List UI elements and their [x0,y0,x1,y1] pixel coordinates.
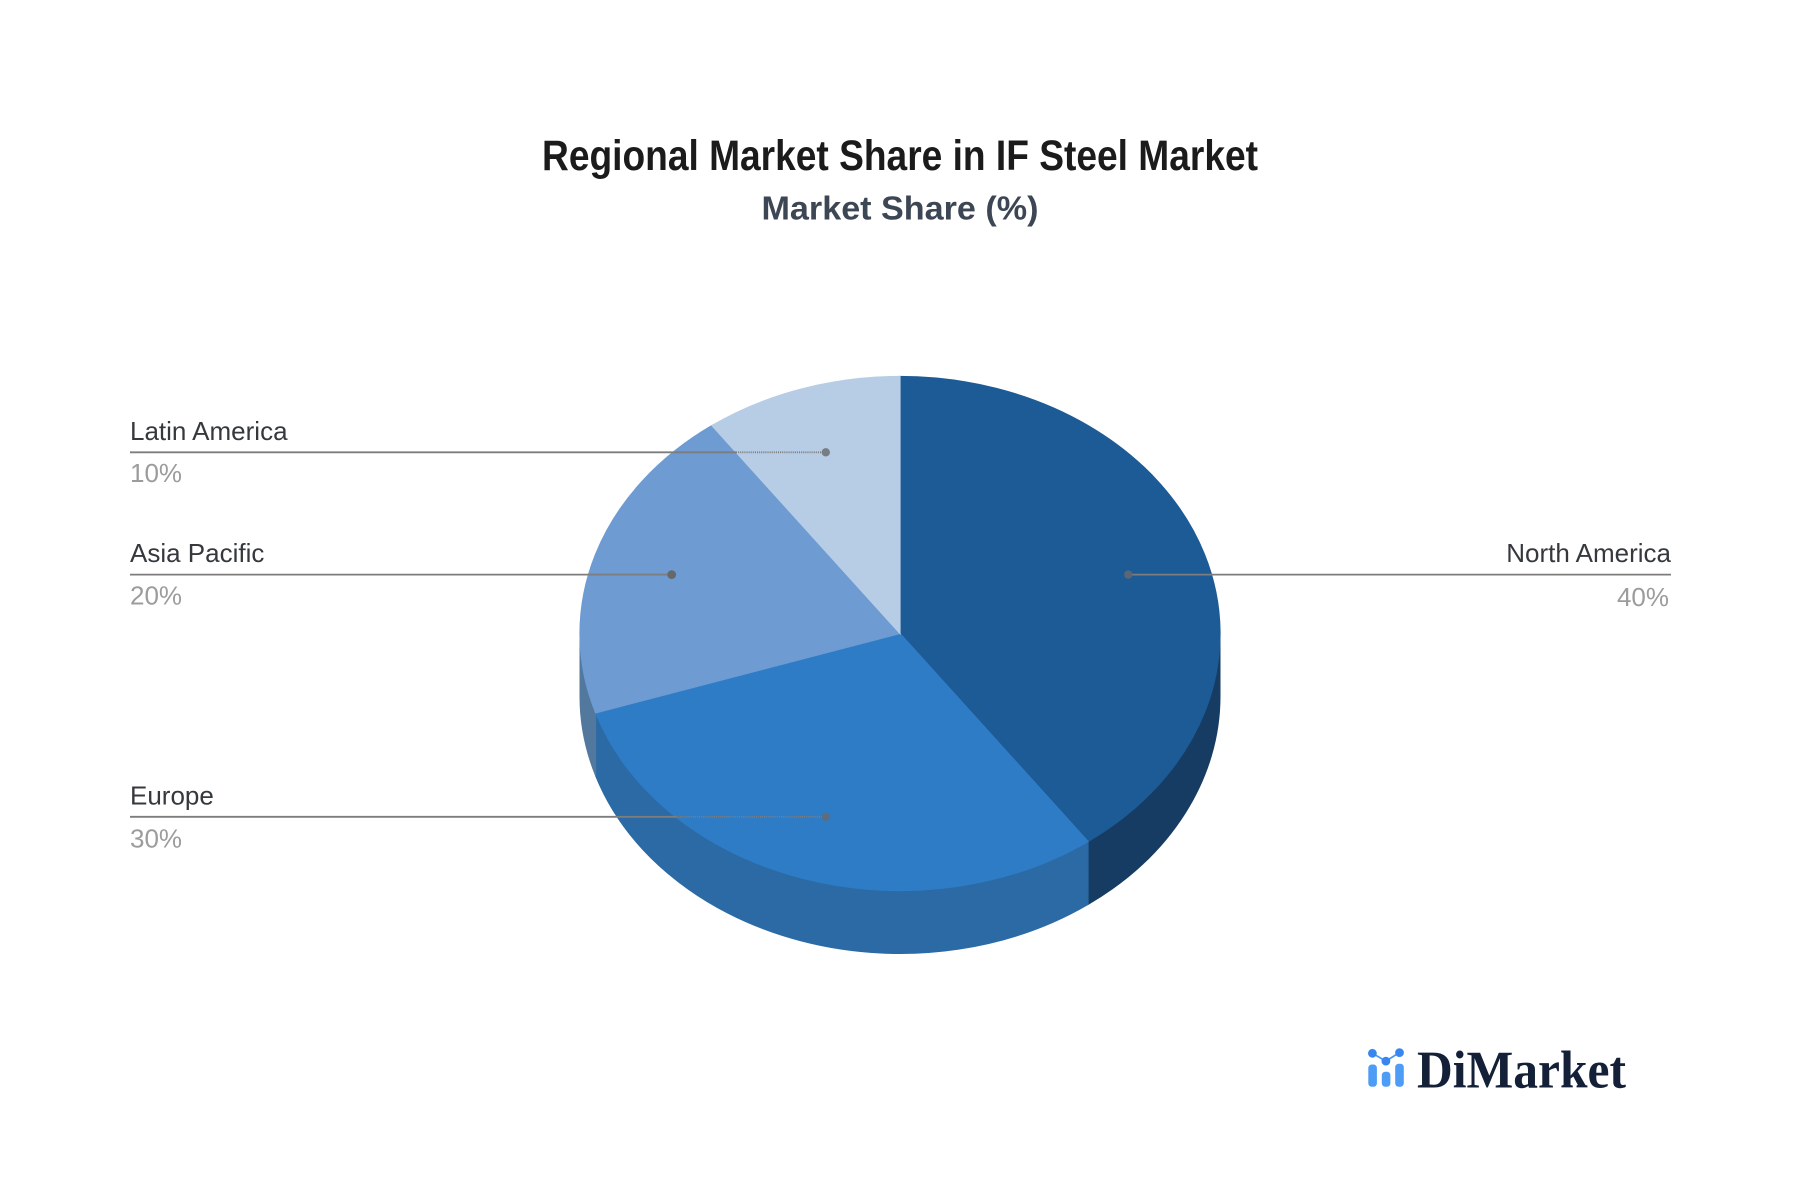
svg-text:10%: 10% [130,458,182,488]
svg-text:20%: 20% [130,581,182,611]
svg-text:Latin America: Latin America [130,416,288,446]
svg-text:30%: 30% [130,823,182,853]
svg-text:North America: North America [1506,538,1671,568]
svg-text:Market Share (%): Market Share (%) [762,190,1039,227]
svg-text:Asia Pacific: Asia Pacific [130,538,264,568]
svg-text:DiMarket: DiMarket [1417,1042,1626,1100]
svg-text:Europe: Europe [130,780,214,810]
svg-text:Regional Market Share in IF St: Regional Market Share in IF Steel Market [542,133,1258,180]
svg-text:40%: 40% [1617,582,1669,612]
